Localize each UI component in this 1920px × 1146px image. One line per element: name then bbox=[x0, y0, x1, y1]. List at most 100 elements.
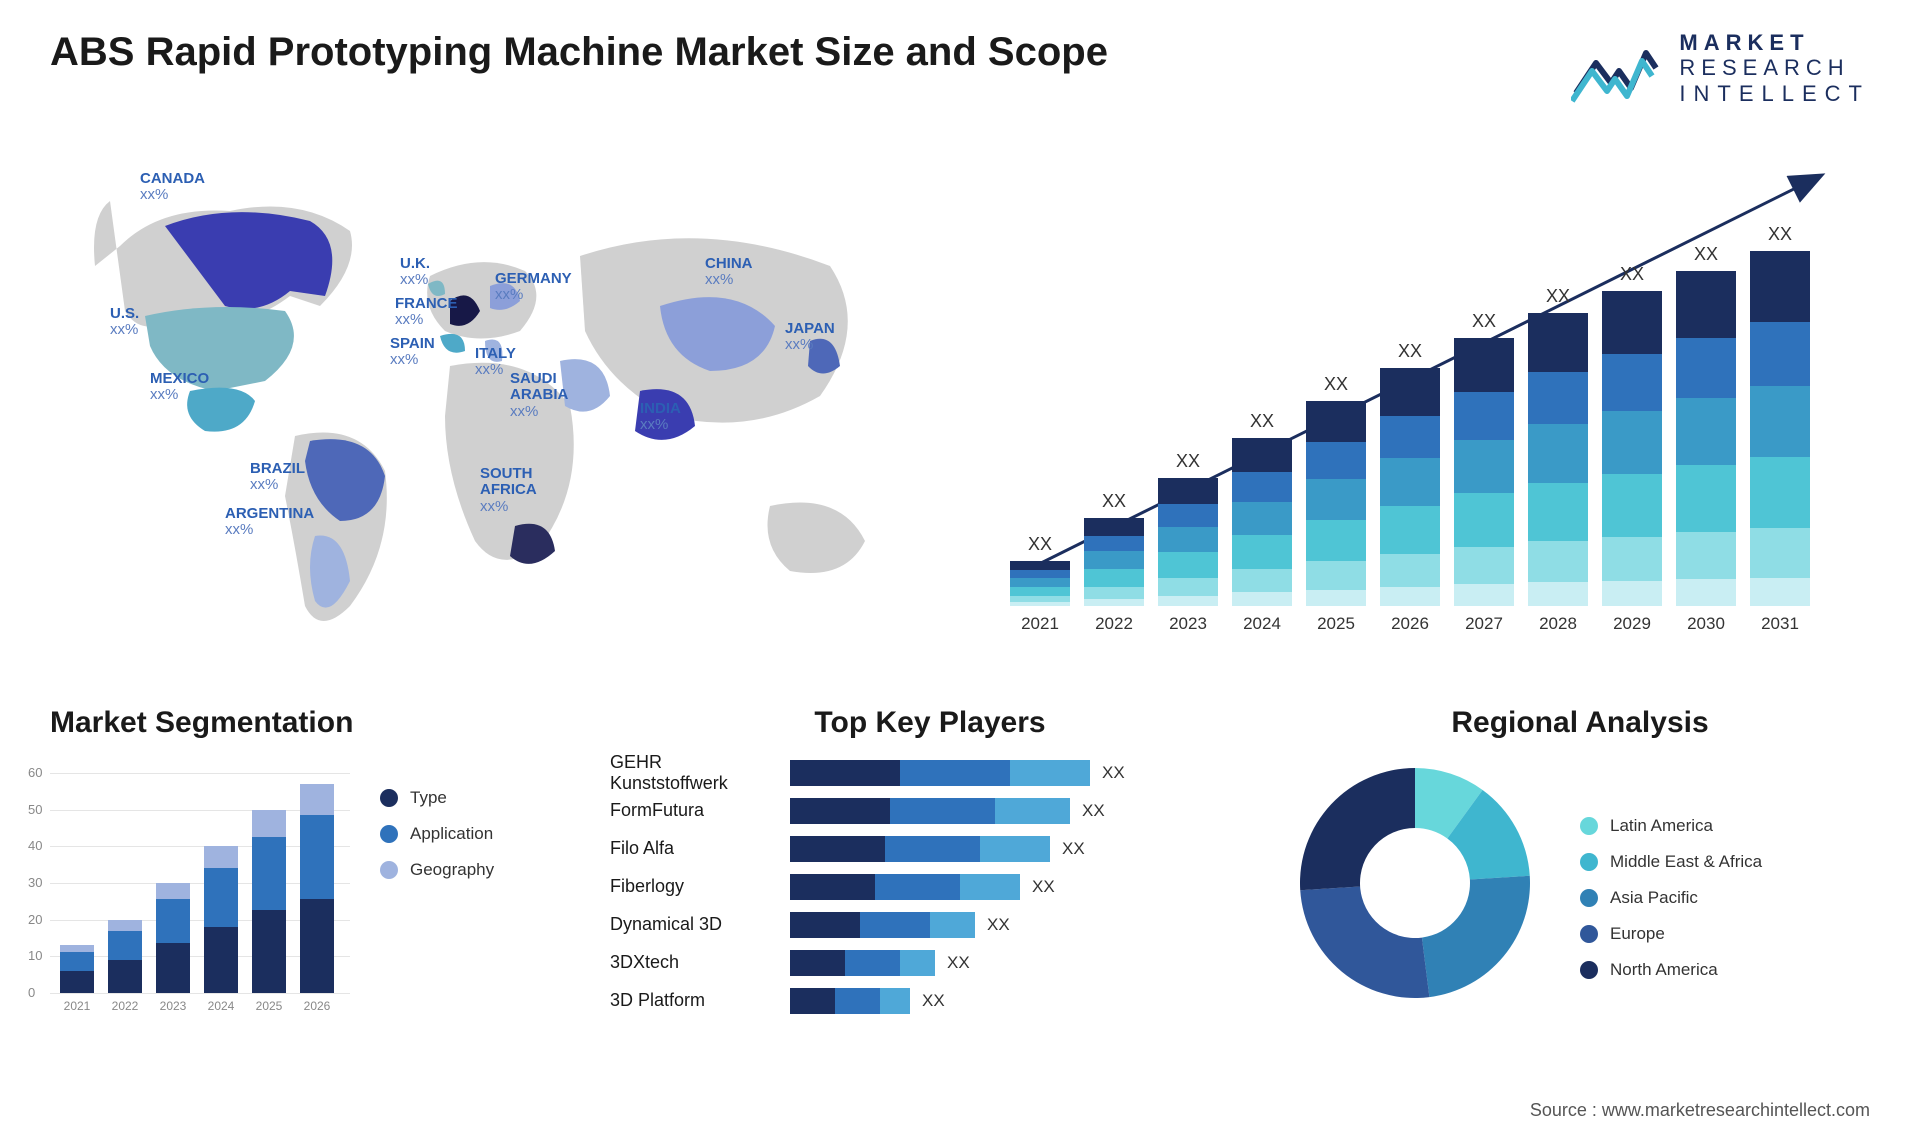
growth-year-label: 2028 bbox=[1528, 614, 1588, 634]
legend-item: Type bbox=[380, 788, 494, 808]
growth-bar: 2022XX bbox=[1084, 518, 1144, 606]
legend-swatch bbox=[1580, 853, 1598, 871]
growth-value-label: XX bbox=[1454, 311, 1514, 332]
player-row: Filo Alfa XX bbox=[610, 834, 1250, 864]
seg-ytick: 10 bbox=[28, 948, 42, 963]
player-name: 3D Platform bbox=[610, 990, 770, 1011]
growth-value-label: XX bbox=[1084, 491, 1144, 512]
seg-ytick: 20 bbox=[28, 912, 42, 927]
legend-item: Europe bbox=[1580, 924, 1762, 944]
growth-bar: 2026XX bbox=[1380, 368, 1440, 606]
seg-year-label: 2026 bbox=[300, 999, 334, 1013]
growth-year-label: 2026 bbox=[1380, 614, 1440, 634]
logo-line-2: RESEARCH bbox=[1679, 55, 1870, 80]
legend-label: Europe bbox=[1610, 924, 1665, 944]
segmentation-chart: 0102030405060202120222023202420252026 bbox=[50, 758, 350, 1018]
donut-slice bbox=[1300, 886, 1429, 998]
growth-value-label: XX bbox=[1676, 244, 1736, 265]
map-label: JAPANxx% bbox=[785, 321, 835, 354]
player-bar bbox=[790, 988, 910, 1014]
map-label: SPAINxx% bbox=[390, 336, 435, 369]
player-bar bbox=[790, 874, 1020, 900]
map-label: INDIAxx% bbox=[640, 401, 681, 434]
legend-label: Geography bbox=[410, 860, 494, 880]
growth-bar: 2029XX bbox=[1602, 291, 1662, 606]
legend-item: Geography bbox=[380, 860, 494, 880]
growth-year-label: 2027 bbox=[1454, 614, 1514, 634]
player-value-label: XX bbox=[922, 991, 945, 1011]
seg-bar: 2022 bbox=[108, 920, 142, 993]
growth-bar: 2030XX bbox=[1676, 271, 1736, 606]
growth-value-label: XX bbox=[1010, 534, 1070, 555]
legend-item: Asia Pacific bbox=[1580, 888, 1762, 908]
growth-value-label: XX bbox=[1306, 374, 1366, 395]
player-value-label: XX bbox=[1062, 839, 1085, 859]
map-label: MEXICOxx% bbox=[150, 371, 209, 404]
player-name: 3DXtech bbox=[610, 952, 770, 973]
map-label: BRAZILxx% bbox=[250, 461, 305, 494]
seg-bar: 2021 bbox=[60, 945, 94, 993]
seg-ytick: 30 bbox=[28, 875, 42, 890]
seg-year-label: 2023 bbox=[156, 999, 190, 1013]
players-title: Top Key Players bbox=[610, 706, 1250, 740]
legend-swatch bbox=[1580, 889, 1598, 907]
player-name: Fiberlogy bbox=[610, 876, 770, 897]
map-label: CHINAxx% bbox=[705, 256, 753, 289]
legend-label: Middle East & Africa bbox=[1610, 852, 1762, 872]
map-label: GERMANYxx% bbox=[495, 271, 572, 304]
seg-bar: 2025 bbox=[252, 810, 286, 993]
legend-swatch bbox=[380, 789, 398, 807]
world-map-panel: CANADAxx%U.S.xx%MEXICOxx%BRAZILxx%ARGENT… bbox=[50, 146, 930, 646]
growth-year-label: 2029 bbox=[1602, 614, 1662, 634]
growth-year-label: 2024 bbox=[1232, 614, 1292, 634]
map-label: FRANCExx% bbox=[395, 296, 458, 329]
growth-bar: 2027XX bbox=[1454, 338, 1514, 606]
player-value-label: XX bbox=[1082, 801, 1105, 821]
logo-line-3: INTELLECT bbox=[1679, 81, 1870, 106]
seg-ytick: 40 bbox=[28, 838, 42, 853]
growth-bar: 2024XX bbox=[1232, 438, 1292, 606]
segmentation-title: Market Segmentation bbox=[50, 706, 570, 740]
player-name: Filo Alfa bbox=[610, 838, 770, 859]
legend-label: North America bbox=[1610, 960, 1718, 980]
player-row: 3D Platform XX bbox=[610, 986, 1250, 1016]
player-bar bbox=[790, 798, 1070, 824]
segmentation-panel: Market Segmentation 01020304050602021202… bbox=[50, 706, 570, 1018]
player-row: Fiberlogy XX bbox=[610, 872, 1250, 902]
players-list: GEHR KunststoffwerkXX FormFuturaXX Filo Al… bbox=[610, 758, 1250, 1016]
legend-label: Latin America bbox=[1610, 816, 1713, 836]
growth-value-label: XX bbox=[1602, 264, 1662, 285]
growth-bar: 2028XX bbox=[1528, 313, 1588, 606]
legend-label: Asia Pacific bbox=[1610, 888, 1698, 908]
player-row: Dynamical 3DXX bbox=[610, 910, 1250, 940]
growth-bar: 2023XX bbox=[1158, 478, 1218, 606]
donut-slice bbox=[1422, 876, 1530, 997]
growth-year-label: 2023 bbox=[1158, 614, 1218, 634]
legend-swatch bbox=[1580, 817, 1598, 835]
logo-line-1: MARKET bbox=[1679, 30, 1870, 55]
seg-ytick: 60 bbox=[28, 765, 42, 780]
legend-swatch bbox=[1580, 961, 1598, 979]
player-bar bbox=[790, 760, 1090, 786]
growth-bar: 2031XX bbox=[1750, 251, 1810, 606]
legend-label: Application bbox=[410, 824, 493, 844]
legend-swatch bbox=[380, 825, 398, 843]
growth-year-label: 2031 bbox=[1750, 614, 1810, 634]
player-value-label: XX bbox=[1032, 877, 1055, 897]
regional-donut bbox=[1290, 758, 1540, 1008]
legend-item: Application bbox=[380, 824, 494, 844]
growth-chart-panel: 2021XX2022XX2023XX2024XX2025XX2026XX2027… bbox=[990, 146, 1850, 646]
player-row: GEHR KunststoffwerkXX bbox=[610, 758, 1250, 788]
segmentation-legend: Type Application Geography bbox=[380, 788, 494, 1018]
seg-bar: 2023 bbox=[156, 883, 190, 993]
regional-panel: Regional Analysis Latin AmericaMiddle Ea… bbox=[1290, 706, 1870, 1018]
player-name: Dynamical 3D bbox=[610, 914, 770, 935]
map-label: SOUTHAFRICAxx% bbox=[480, 466, 537, 516]
map-label: U.K.xx% bbox=[400, 256, 430, 289]
player-row: FormFuturaXX bbox=[610, 796, 1250, 826]
map-label: SAUDIARABIAxx% bbox=[510, 371, 568, 421]
legend-swatch bbox=[1580, 925, 1598, 943]
seg-year-label: 2022 bbox=[108, 999, 142, 1013]
growth-value-label: XX bbox=[1750, 224, 1810, 245]
seg-year-label: 2021 bbox=[60, 999, 94, 1013]
